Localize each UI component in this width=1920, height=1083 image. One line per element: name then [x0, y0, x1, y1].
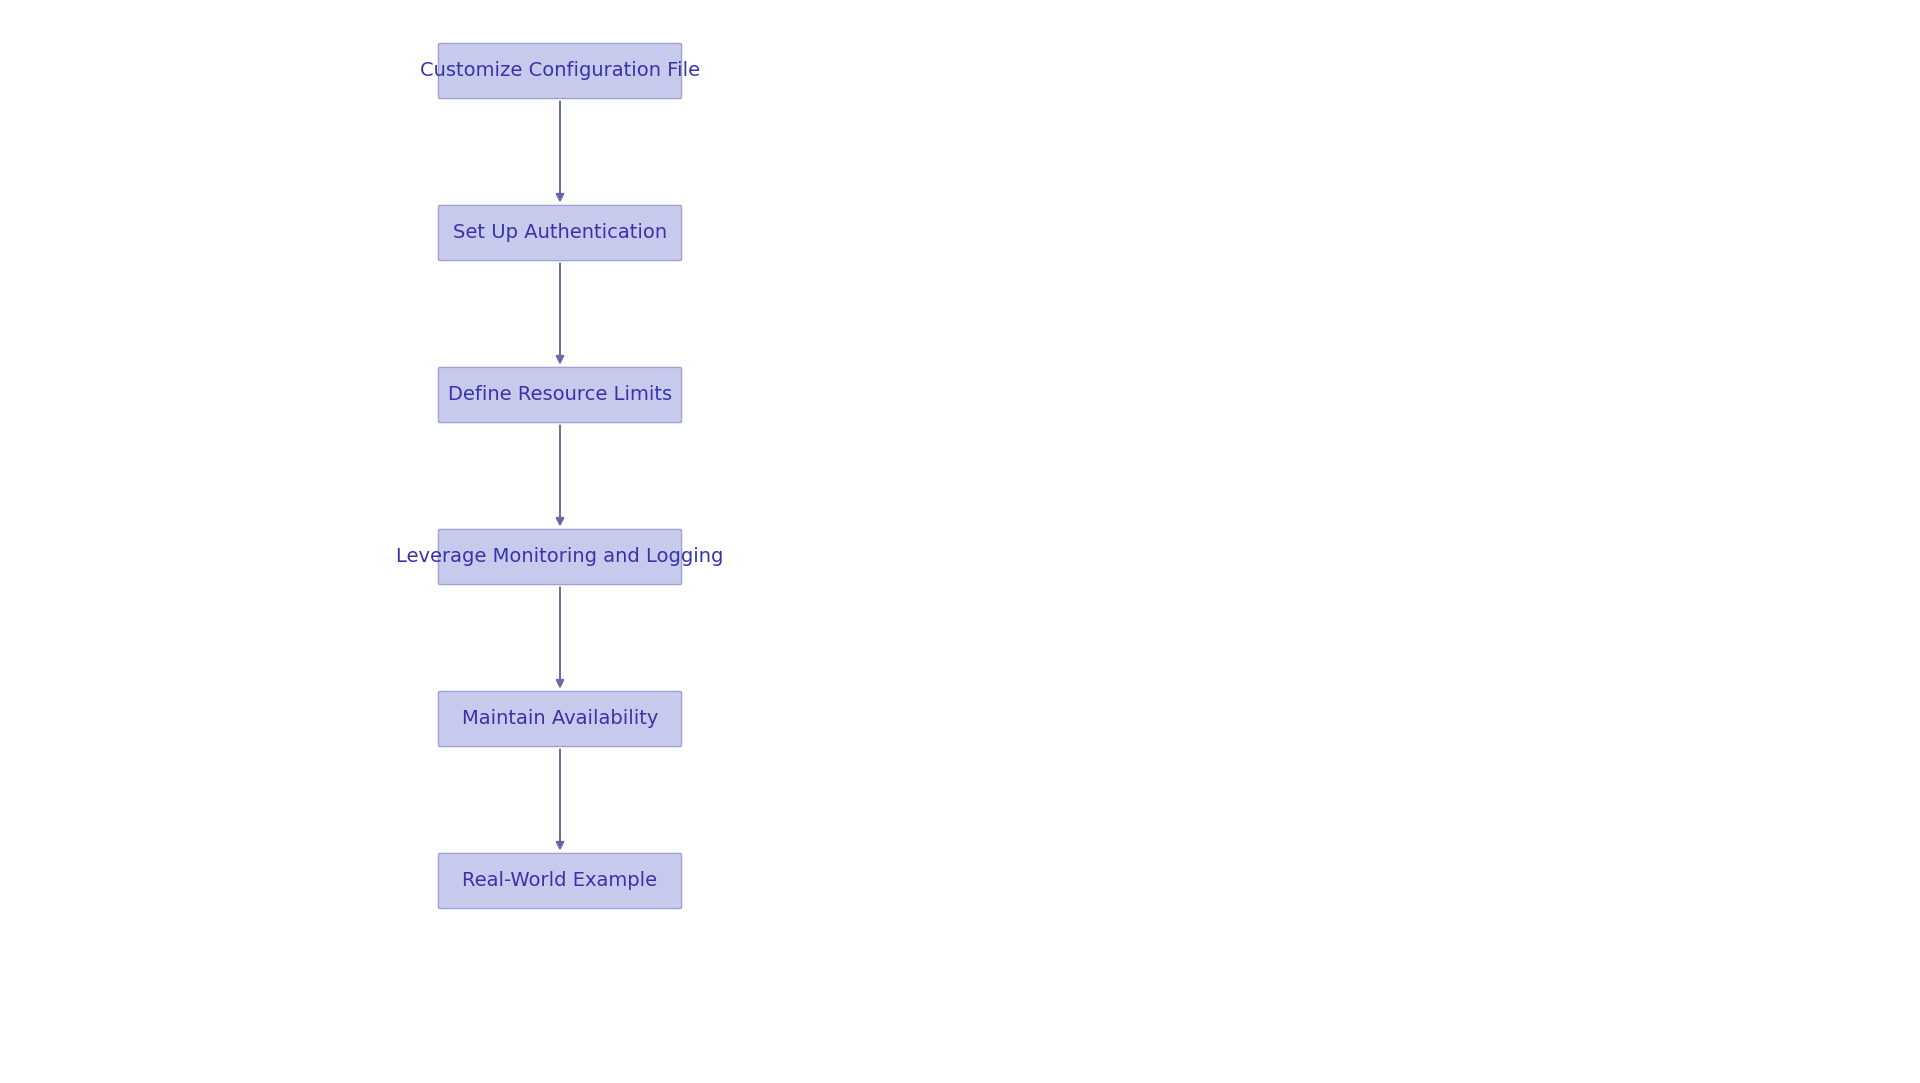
Text: Customize Configuration File: Customize Configuration File [420, 62, 701, 80]
FancyBboxPatch shape [438, 853, 682, 909]
Text: Define Resource Limits: Define Resource Limits [447, 386, 672, 404]
Text: Real-World Example: Real-World Example [463, 872, 657, 890]
FancyBboxPatch shape [438, 206, 682, 261]
FancyBboxPatch shape [438, 691, 682, 746]
Text: Maintain Availability: Maintain Availability [463, 709, 659, 729]
Text: Leverage Monitoring and Logging: Leverage Monitoring and Logging [396, 548, 724, 566]
FancyBboxPatch shape [438, 43, 682, 99]
FancyBboxPatch shape [438, 530, 682, 585]
FancyBboxPatch shape [438, 367, 682, 422]
Text: Set Up Authentication: Set Up Authentication [453, 223, 666, 243]
